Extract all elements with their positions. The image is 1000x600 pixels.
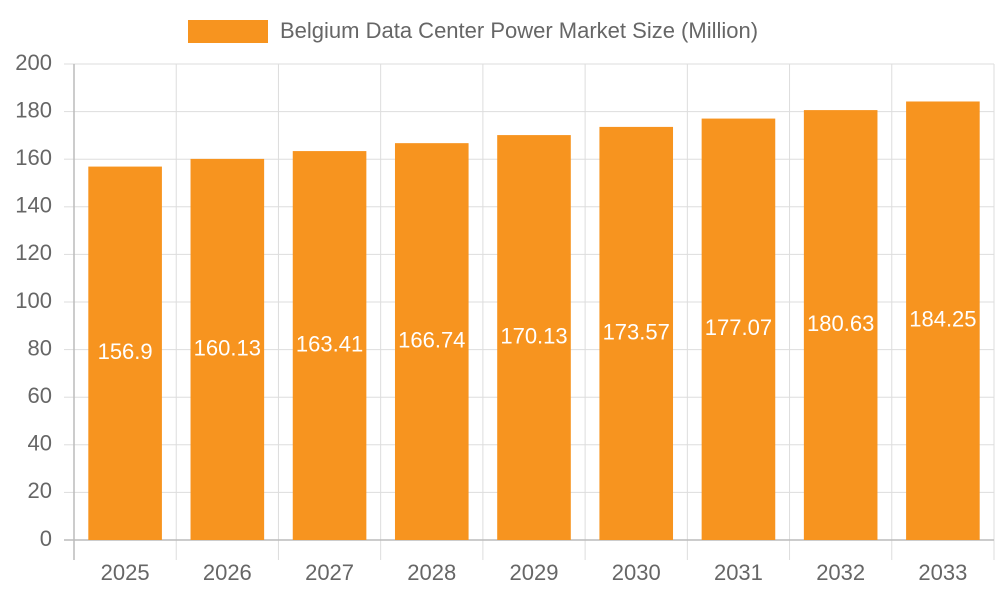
bar — [803, 110, 878, 541]
data-label: 163.41 — [296, 331, 363, 356]
bar — [292, 151, 367, 540]
data-label: 160.13 — [194, 335, 261, 360]
x-tick-label: 2026 — [203, 560, 252, 585]
data-label: 180.63 — [807, 311, 874, 336]
y-tick-label: 120 — [15, 240, 52, 265]
y-tick-label: 140 — [15, 193, 52, 218]
x-tick-label: 2027 — [305, 560, 354, 585]
x-tick-label: 2033 — [918, 560, 967, 585]
y-tick-label: 200 — [15, 50, 52, 75]
bar — [394, 143, 469, 540]
data-label: 156.9 — [98, 339, 153, 364]
data-label: 170.13 — [500, 323, 567, 348]
y-tick-label: 60 — [28, 383, 52, 408]
y-tick-label: 40 — [28, 431, 52, 456]
y-tick-label: 0 — [40, 526, 52, 551]
y-tick-label: 20 — [28, 478, 52, 503]
legend-label: Belgium Data Center Power Market Size (M… — [280, 18, 758, 43]
data-label: 184.25 — [909, 307, 976, 332]
y-tick-label: 80 — [28, 335, 52, 360]
data-label: 166.74 — [398, 327, 465, 352]
y-tick-label: 180 — [15, 97, 52, 122]
x-tick-label: 2031 — [714, 560, 763, 585]
x-tick-label: 2032 — [816, 560, 865, 585]
data-label: 173.57 — [603, 319, 670, 344]
bar — [599, 126, 674, 541]
x-tick-label: 2030 — [612, 560, 661, 585]
bar — [906, 101, 980, 541]
bar — [497, 135, 571, 540]
bar — [190, 158, 265, 540]
bar — [88, 166, 162, 540]
y-tick-label: 100 — [15, 288, 52, 313]
x-tick-label: 2028 — [407, 560, 456, 585]
legend-swatch — [188, 20, 268, 43]
x-tick-label: 2029 — [510, 560, 559, 585]
y-tick-label: 160 — [15, 145, 52, 170]
bar — [701, 118, 776, 541]
x-tick-label: 2025 — [101, 560, 150, 585]
data-label: 177.07 — [705, 315, 772, 340]
